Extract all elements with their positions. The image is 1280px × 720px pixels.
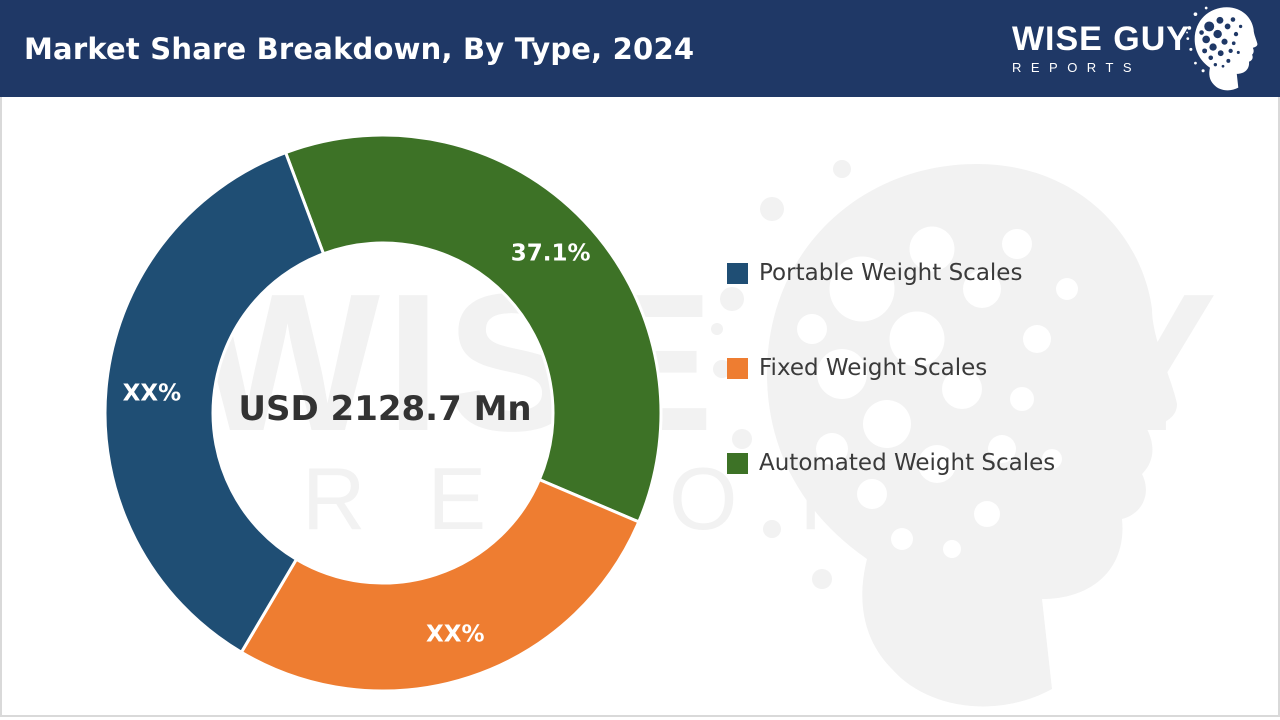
donut-chart: 37.1% XX% XX%	[103, 133, 663, 693]
logo-wordmark: WISE GUY	[1011, 20, 1190, 58]
legend-swatch-portable-weight-scales	[727, 262, 748, 284]
page-title: Market Share Breakdown, By Type, 2024	[24, 31, 695, 66]
donut-slice-fixed-weight-scales	[239, 478, 641, 693]
donut-center-value: USD 2128.7 Mn	[238, 389, 532, 429]
slice-pct-label-fixed-weight-scales: XX%	[426, 621, 485, 647]
legend-swatch-automated-weight-scales	[727, 452, 748, 474]
legend-item-automated-weight-scales: Automated Weight Scales	[727, 450, 1055, 476]
slice-pct-label-portable-weight-scales: XX%	[123, 381, 182, 407]
wiseguy-logo: WISE GUY REPORTS	[1012, 5, 1264, 93]
donut-slice-portable-weight-scales	[103, 151, 325, 654]
donut-slice-automated-weight-scales	[284, 133, 663, 524]
wiseguy-head-icon	[1186, 6, 1258, 90]
slice-pct-label-automated-weight-scales: 37.1%	[511, 241, 591, 267]
content-frame	[0, 97, 1280, 717]
legend-swatch-fixed-weight-scales	[727, 357, 748, 379]
legend-label-fixed-weight-scales: Fixed Weight Scales	[759, 355, 988, 381]
legend-label-portable-weight-scales: Portable Weight Scales	[759, 260, 1023, 286]
legend-item-portable-weight-scales: Portable Weight Scales	[727, 260, 1055, 286]
logo-subtitle: REPORTS	[1011, 60, 1142, 75]
legend-label-automated-weight-scales: Automated Weight Scales	[759, 450, 1056, 476]
legend-item-fixed-weight-scales: Fixed Weight Scales	[727, 355, 1055, 381]
header-bar: Market Share Breakdown, By Type, 2024 WI…	[0, 0, 1280, 97]
chart-legend: Portable Weight Scales Fixed Weight Scale…	[727, 260, 1055, 545]
